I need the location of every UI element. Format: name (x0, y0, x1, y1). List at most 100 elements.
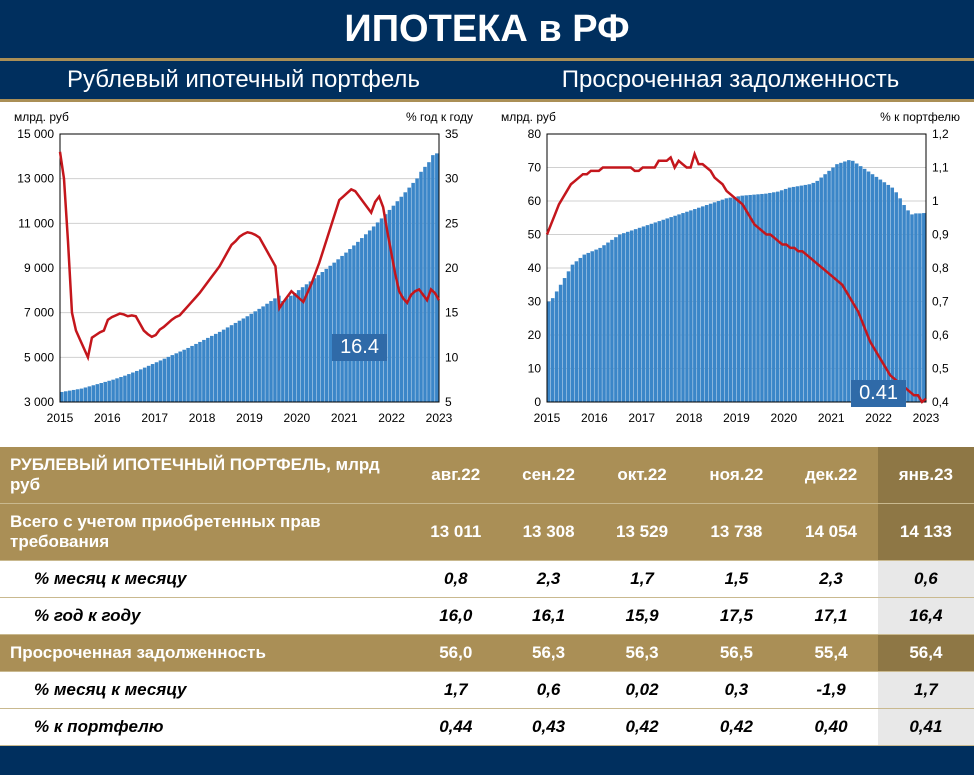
yoy-val: 16,0 (410, 598, 502, 635)
chart1-yaxis-left-label: млрд. руб (14, 110, 69, 124)
total-val: 13 011 (410, 504, 502, 561)
overdue-val: 56,0 (410, 635, 502, 672)
svg-text:10: 10 (528, 362, 542, 376)
total-row: Всего с учетом приобретенных прав требов… (0, 504, 974, 561)
overdue-val: 56,3 (596, 635, 689, 672)
subtitle-left: Рублевый ипотечный портфель (0, 61, 487, 99)
total-val: 13 308 (502, 504, 596, 561)
svg-text:15 000: 15 000 (17, 127, 54, 141)
svg-text:10: 10 (445, 350, 459, 364)
svg-text:2015: 2015 (47, 411, 74, 425)
month-col: авг.22 (410, 447, 502, 504)
overdue-mom-val: 0,6 (502, 672, 596, 709)
svg-text:0,5: 0,5 (932, 362, 949, 376)
svg-text:5: 5 (445, 395, 452, 409)
mom-val: 0,8 (410, 561, 502, 598)
mom-label: % месяц к месяцу (0, 561, 410, 598)
mom-val: 1,5 (689, 561, 785, 598)
overdue-pct-val: 0,40 (784, 709, 877, 746)
chart-overdue: млрд. руб % к портфелю 01020304050607080… (487, 102, 974, 447)
mom-val: 2,3 (784, 561, 877, 598)
overdue-pct-val: 0,42 (596, 709, 689, 746)
overdue-val: 55,4 (784, 635, 877, 672)
overdue-pct-val: 0,44 (410, 709, 502, 746)
svg-text:2016: 2016 (581, 411, 608, 425)
mom-val: 2,3 (502, 561, 596, 598)
total-val: 13 529 (596, 504, 689, 561)
svg-text:0: 0 (534, 395, 541, 409)
yoy-val: 15,9 (596, 598, 689, 635)
month-col: ноя.22 (689, 447, 785, 504)
svg-text:2017: 2017 (628, 411, 655, 425)
svg-text:2017: 2017 (141, 411, 168, 425)
svg-text:2018: 2018 (676, 411, 703, 425)
mom-row: % месяц к месяцу 0,8 2,3 1,7 1,5 2,3 0,6 (0, 561, 974, 598)
yoy-label: % год к году (0, 598, 410, 635)
svg-text:0,7: 0,7 (932, 295, 949, 309)
yoy-val: 17,1 (784, 598, 877, 635)
svg-text:30: 30 (445, 172, 459, 186)
svg-text:50: 50 (528, 228, 542, 242)
svg-text:2020: 2020 (771, 411, 798, 425)
chart2-yaxis-left-label: млрд. руб (501, 110, 556, 124)
svg-text:35: 35 (445, 127, 459, 141)
overdue-mom-val: 0,3 (689, 672, 785, 709)
month-col: сен.22 (502, 447, 596, 504)
yoy-val-latest: 16,4 (878, 598, 974, 635)
svg-text:2016: 2016 (94, 411, 121, 425)
overdue-mom-val: -1,9 (784, 672, 877, 709)
overdue-label: Просроченная задолженность (0, 635, 410, 672)
yoy-row: % год к году 16,0 16,1 15,9 17,5 17,1 16… (0, 598, 974, 635)
svg-text:2019: 2019 (236, 411, 263, 425)
chart2-callout: 0.41 (851, 380, 906, 407)
total-val-latest: 14 133 (878, 504, 974, 561)
svg-text:20: 20 (445, 261, 459, 275)
svg-text:40: 40 (528, 261, 542, 275)
svg-text:0,8: 0,8 (932, 261, 949, 275)
table-header-label: РУБЛЕВЫЙ ИПОТЕЧНЫЙ ПОРТФЕЛЬ, млрд руб (0, 447, 410, 504)
total-val: 14 054 (784, 504, 877, 561)
svg-text:2019: 2019 (723, 411, 750, 425)
overdue-val: 56,3 (502, 635, 596, 672)
svg-text:0,4: 0,4 (932, 395, 949, 409)
data-table-wrap: РУБЛЕВЫЙ ИПОТЕЧНЫЙ ПОРТФЕЛЬ, млрд руб ав… (0, 447, 974, 746)
overdue-pct-val-latest: 0,41 (878, 709, 974, 746)
svg-text:2021: 2021 (818, 411, 845, 425)
month-col: дек.22 (784, 447, 877, 504)
chart1-callout: 16.4 (332, 334, 387, 361)
svg-text:9 000: 9 000 (24, 261, 54, 275)
svg-text:2023: 2023 (913, 411, 940, 425)
slide-root: ИПОТЕКА в РФ Рублевый ипотечный портфель… (0, 0, 974, 775)
chart-portfolio: млрд. руб % год к году 3 0005 0007 0009 … (0, 102, 487, 447)
chart2-yaxis-right-label: % к портфелю (880, 110, 960, 124)
month-col-latest: янв.23 (878, 447, 974, 504)
chart1-svg: 3 0005 0007 0009 00011 00013 00015 00051… (8, 120, 479, 430)
overdue-mom-val-latest: 1,7 (878, 672, 974, 709)
subtitle-right: Просроченная задолженность (487, 61, 974, 99)
overdue-pct-row: % к портфелю 0,44 0,43 0,42 0,42 0,40 0,… (0, 709, 974, 746)
overdue-mom-label: % месяц к месяцу (0, 672, 410, 709)
table-header-row: РУБЛЕВЫЙ ИПОТЕЧНЫЙ ПОРТФЕЛЬ, млрд руб ав… (0, 447, 974, 504)
svg-text:20: 20 (528, 328, 542, 342)
overdue-mom-val: 1,7 (410, 672, 502, 709)
svg-text:70: 70 (528, 161, 542, 175)
svg-text:2015: 2015 (534, 411, 561, 425)
mom-val: 1,7 (596, 561, 689, 598)
svg-text:80: 80 (528, 127, 542, 141)
svg-text:2021: 2021 (331, 411, 358, 425)
svg-text:7 000: 7 000 (24, 306, 54, 320)
data-table: РУБЛЕВЫЙ ИПОТЕЧНЫЙ ПОРТФЕЛЬ, млрд руб ав… (0, 447, 974, 746)
overdue-mom-val: 0,02 (596, 672, 689, 709)
svg-text:5 000: 5 000 (24, 350, 54, 364)
svg-text:25: 25 (445, 216, 459, 230)
svg-text:1,2: 1,2 (932, 127, 949, 141)
svg-text:13 000: 13 000 (17, 172, 54, 186)
overdue-pct-val: 0,42 (689, 709, 785, 746)
subtitle-bar: Рублевый ипотечный портфель Просроченная… (0, 58, 974, 102)
overdue-val-latest: 56,4 (878, 635, 974, 672)
svg-text:2022: 2022 (865, 411, 892, 425)
overdue-val: 56,5 (689, 635, 785, 672)
main-title: ИПОТЕКА в РФ (0, 0, 974, 58)
svg-text:11 000: 11 000 (18, 216, 54, 230)
svg-text:0,6: 0,6 (932, 328, 949, 342)
